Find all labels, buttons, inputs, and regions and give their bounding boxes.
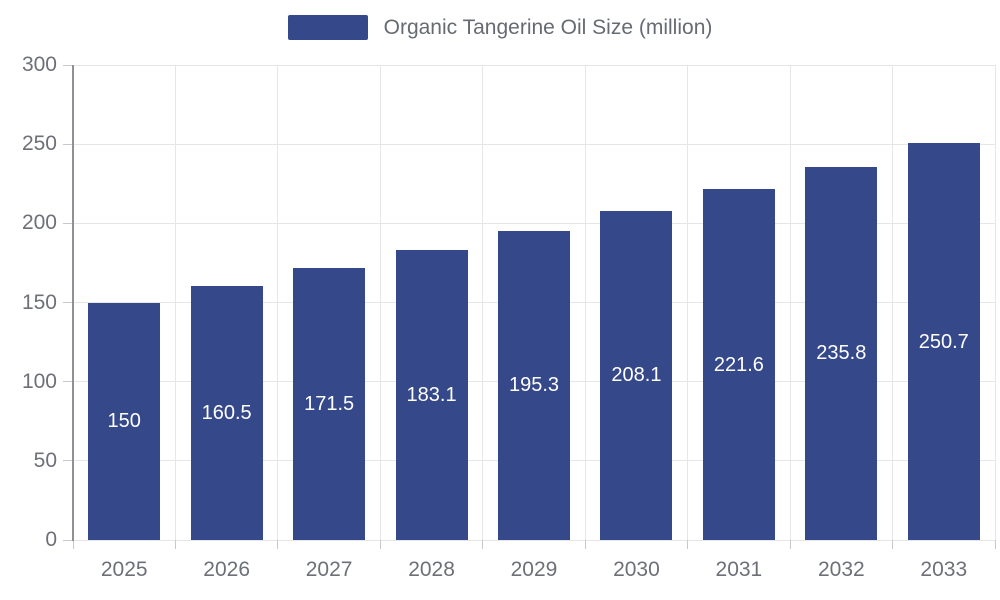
x-axis-tick [994,540,996,549]
gridline-vertical [482,65,484,540]
x-axis-tick [789,540,791,549]
y-axis-label: 200 [21,211,57,235]
bar[interactable] [907,143,980,540]
bar[interactable] [293,268,366,540]
x-axis-label: 2025 [100,558,148,581]
bar-value-label: 150 [107,410,141,433]
bar-value-label: 208.1 [611,364,662,387]
y-axis-tick [63,381,73,383]
gridline-vertical [277,65,279,540]
bar-value-label: 171.5 [304,393,355,416]
y-axis-label: 300 [21,53,57,76]
bar[interactable] [600,210,673,540]
y-axis-label: 0 [45,528,57,551]
bar[interactable] [702,189,775,540]
bar-value-label: 235.8 [816,342,867,365]
y-axis-label: 100 [21,369,57,393]
y-axis-tick [63,302,73,303]
x-axis-tick [584,540,586,549]
x-axis-label: 2031 [715,558,763,581]
y-axis-tick [63,222,73,224]
bar[interactable] [395,250,468,540]
x-axis-tick [482,540,484,549]
y-axis-tick [63,460,73,462]
x-axis-label: 2032 [817,558,865,581]
gridline-vertical [584,65,586,540]
x-axis-tick [72,540,74,549]
y-axis-label: 50 [33,448,57,472]
gridline-vertical [379,65,381,540]
gridline-vertical [892,65,894,540]
legend-swatch [287,15,368,40]
gridline-vertical [994,65,996,540]
legend-item[interactable]: Organic Tangerine Oil Size (million) [0,15,1000,40]
gridline-horizontal [73,539,995,541]
x-axis-label: 2026 [203,558,251,581]
bar-value-label: 183.1 [406,384,457,407]
x-axis-tick [379,540,381,549]
bar-value-label: 250.7 [918,330,969,353]
bar[interactable] [190,285,263,540]
bar[interactable] [805,166,878,540]
gridline-vertical [789,65,791,540]
bar-value-label: 160.5 [201,401,252,424]
x-axis-tick [892,540,894,549]
bar-value-label: 221.6 [713,353,764,376]
y-axis-line [72,65,74,541]
y-axis-tick [63,64,73,66]
x-axis-label: 2030 [613,558,660,581]
gridline-vertical [174,65,176,540]
x-axis-label: 2029 [510,558,558,581]
y-axis-tick [63,143,73,145]
gridline-horizontal [73,143,995,145]
x-axis-tick [277,540,279,549]
bar[interactable] [88,302,161,540]
gridline-horizontal [73,222,995,224]
y-axis-label: 150 [21,290,57,314]
x-axis-tick [174,540,176,549]
bar-value-label: 195.3 [508,374,560,397]
y-axis-tick [63,539,73,541]
gridline-horizontal [73,64,995,66]
gridline-vertical [687,65,689,540]
x-axis-label: 2027 [305,558,353,581]
bar[interactable] [498,230,570,540]
x-axis-label: 2033 [920,558,968,581]
x-axis-tick [687,540,689,549]
y-axis-label: 250 [21,132,57,156]
legend-label: Organic Tangerine Oil Size (million) [383,15,713,39]
x-axis-label: 2028 [408,558,455,581]
